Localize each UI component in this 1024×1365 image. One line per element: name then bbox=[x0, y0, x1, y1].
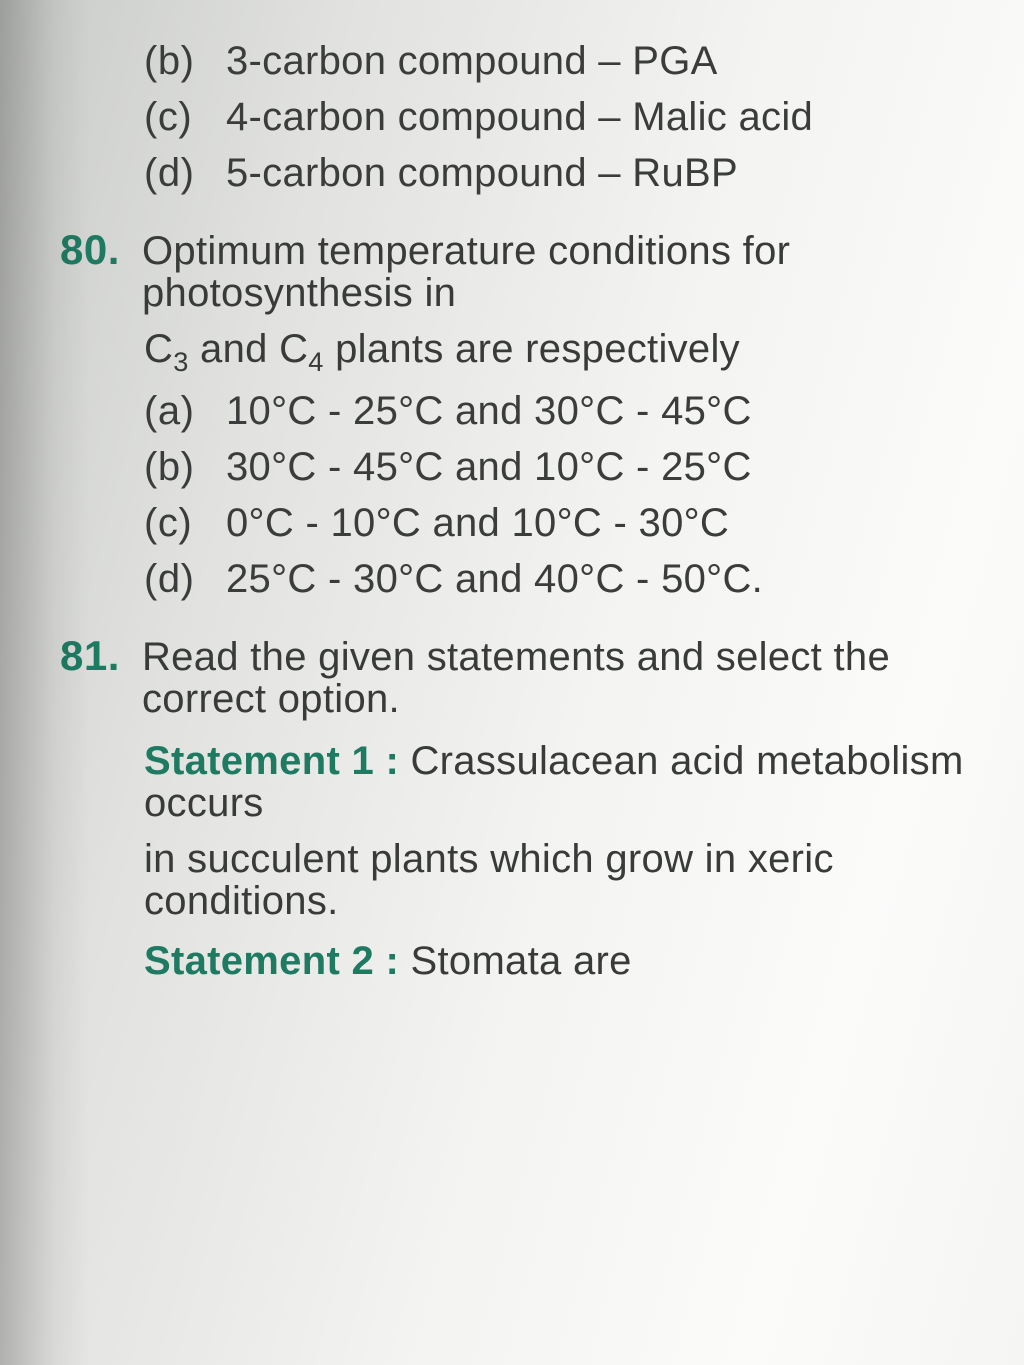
c4-post: plants are respectively bbox=[324, 327, 740, 371]
prev-option-c: (c) 4-carbon compound – Malic acid bbox=[60, 96, 990, 138]
question-number-81: 81. bbox=[60, 634, 124, 678]
option-text: 3-carbon compound – PGA bbox=[226, 40, 718, 82]
option-text: 25°C - 30°C and 40°C - 50°C. bbox=[226, 558, 763, 600]
option-letter: (b) bbox=[144, 446, 208, 488]
q80-option-c: (c) 0°C - 10°C and 10°C - 30°C bbox=[60, 502, 990, 544]
question-number-80: 80. bbox=[60, 228, 124, 272]
q80-option-d: (d) 25°C - 30°C and 40°C - 50°C. bbox=[60, 558, 990, 600]
option-letter: (d) bbox=[144, 558, 208, 600]
stmt1-line2: in succulent plants which grow in xeric … bbox=[144, 838, 990, 922]
textbook-page: (b) 3-carbon compound – PGA (c) 4-carbon… bbox=[0, 0, 1024, 1365]
sub-3: 3 bbox=[173, 346, 188, 377]
option-letter: (d) bbox=[144, 152, 208, 194]
prev-option-b: (b) 3-carbon compound – PGA bbox=[60, 40, 990, 82]
prev-option-d: (d) 5-carbon compound – RuBP bbox=[60, 152, 990, 194]
q80-stem-line2: C3 and C4 plants are respectively bbox=[60, 328, 990, 370]
statement-2-label: Statement 2 : bbox=[144, 940, 411, 983]
option-text: 4-carbon compound – Malic acid bbox=[226, 96, 813, 138]
q80-option-b: (b) 30°C - 45°C and 10°C - 25°C bbox=[60, 446, 990, 488]
c3c4-mid: and C bbox=[189, 327, 309, 371]
option-letter: (c) bbox=[144, 502, 208, 544]
stmt2-text: Statement 2 : Stomata are bbox=[144, 940, 632, 982]
option-text: 10°C - 25°C and 30°C - 45°C bbox=[226, 390, 752, 432]
option-text: 5-carbon compound – RuBP bbox=[226, 152, 738, 194]
q80-stem-text-2: C3 and C4 plants are respectively bbox=[144, 328, 740, 370]
option-text: 0°C - 10°C and 10°C - 30°C bbox=[226, 502, 729, 544]
option-letter: (c) bbox=[144, 96, 208, 138]
q81-stem: 81. Read the given statements and select… bbox=[60, 634, 990, 720]
statement-1-label: Statement 1 : bbox=[144, 739, 411, 783]
option-letter: (a) bbox=[144, 390, 208, 432]
stmt2-rest: Stomata are bbox=[411, 940, 632, 983]
sub-4: 4 bbox=[308, 346, 323, 377]
q81-stem-text: Read the given statements and select the… bbox=[142, 636, 990, 720]
q81-statement1-line1: Statement 1 : Crassulacean acid metaboli… bbox=[60, 740, 990, 824]
q80-stem-line1: 80. Optimum temperature conditions for p… bbox=[60, 228, 990, 314]
c3-pre: C bbox=[144, 327, 173, 371]
option-text: 30°C - 45°C and 10°C - 25°C bbox=[226, 446, 752, 488]
q80-stem-text-1: Optimum temperature conditions for photo… bbox=[142, 230, 990, 314]
stmt1-text: Statement 1 : Crassulacean acid metaboli… bbox=[144, 740, 990, 824]
q81-statement2-line1: Statement 2 : Stomata are bbox=[60, 940, 990, 988]
q81-statement1-line2: in succulent plants which grow in xeric … bbox=[60, 838, 990, 922]
q80-option-a: (a) 10°C - 25°C and 30°C - 45°C bbox=[60, 390, 990, 432]
option-letter: (b) bbox=[144, 40, 208, 82]
